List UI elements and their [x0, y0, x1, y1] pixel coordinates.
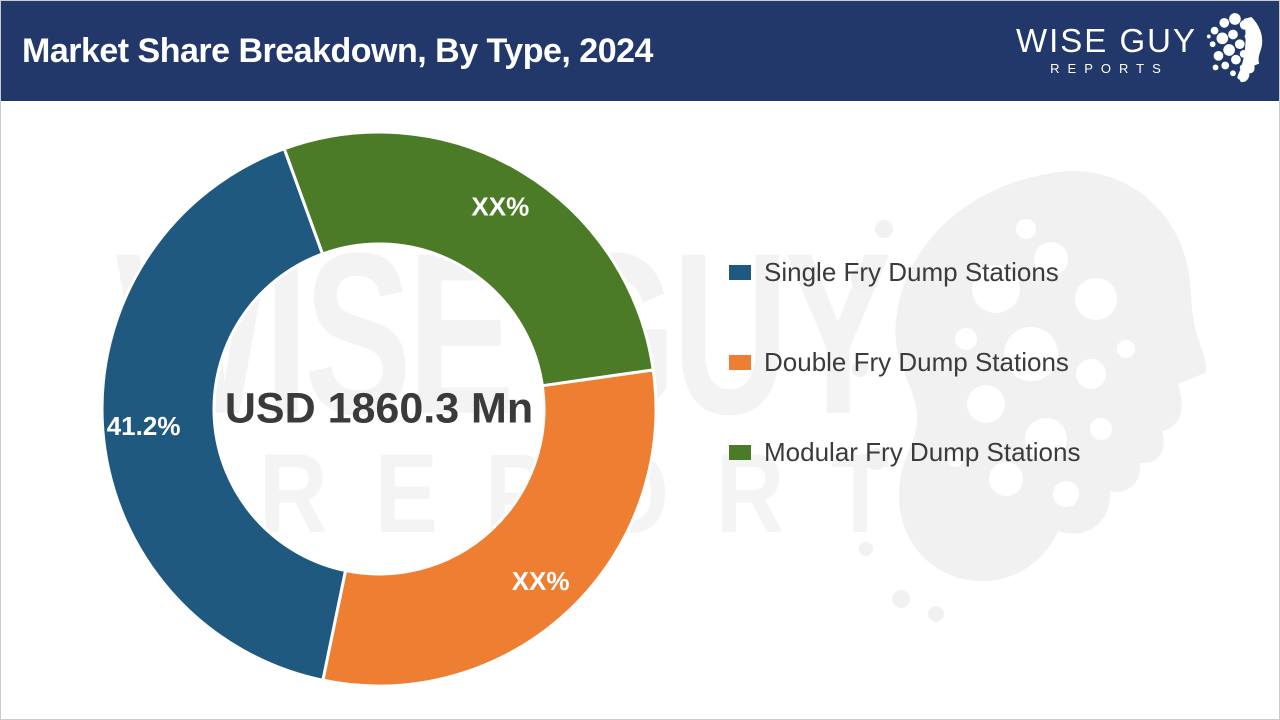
- donut-segment-3: [282, 130, 655, 388]
- slice-value-label-2: XX%: [512, 566, 570, 596]
- legend-item-modular: Modular Fry Dump Stations: [729, 437, 1080, 467]
- legend-swatch-modular: [729, 444, 751, 460]
- donut-center-value: USD 1860.3 Mn: [224, 384, 534, 433]
- header-bar: Market Share Breakdown, By Type, 2024 WI…: [1, 1, 1279, 101]
- page-title: Market Share Breakdown, By Type, 2024: [22, 31, 653, 70]
- slice-value-label-1: 41.2%: [107, 411, 181, 441]
- donut-segment-2: [321, 368, 658, 688]
- legend-label-modular: Modular Fry Dump Stations: [764, 436, 1081, 467]
- logo-reports-text: REPORTS: [1050, 60, 1169, 76]
- legend-label-single: Single Fry Dump Stations: [764, 256, 1059, 287]
- legend-label-double: Double Fry Dump Stations: [764, 346, 1069, 377]
- logo-text: WISE GUY REPORTS: [1016, 24, 1197, 76]
- legend: Single Fry Dump Stations Double Fry Dump…: [729, 257, 1080, 467]
- donut-segment-1: [100, 147, 348, 682]
- slice-value-label-3: XX%: [471, 192, 529, 222]
- legend-swatch-double: [729, 354, 751, 370]
- legend-item-double: Double Fry Dump Stations: [729, 347, 1080, 377]
- logo: WISE GUY REPORTS: [1016, 9, 1265, 91]
- logo-wiseguy-text: WISE GUY: [1015, 22, 1197, 60]
- logo-face-icon: [1206, 13, 1263, 83]
- watermark-face: [851, 171, 1206, 622]
- legend-swatch-single: [729, 264, 751, 280]
- legend-item-single: Single Fry Dump Stations: [729, 257, 1080, 287]
